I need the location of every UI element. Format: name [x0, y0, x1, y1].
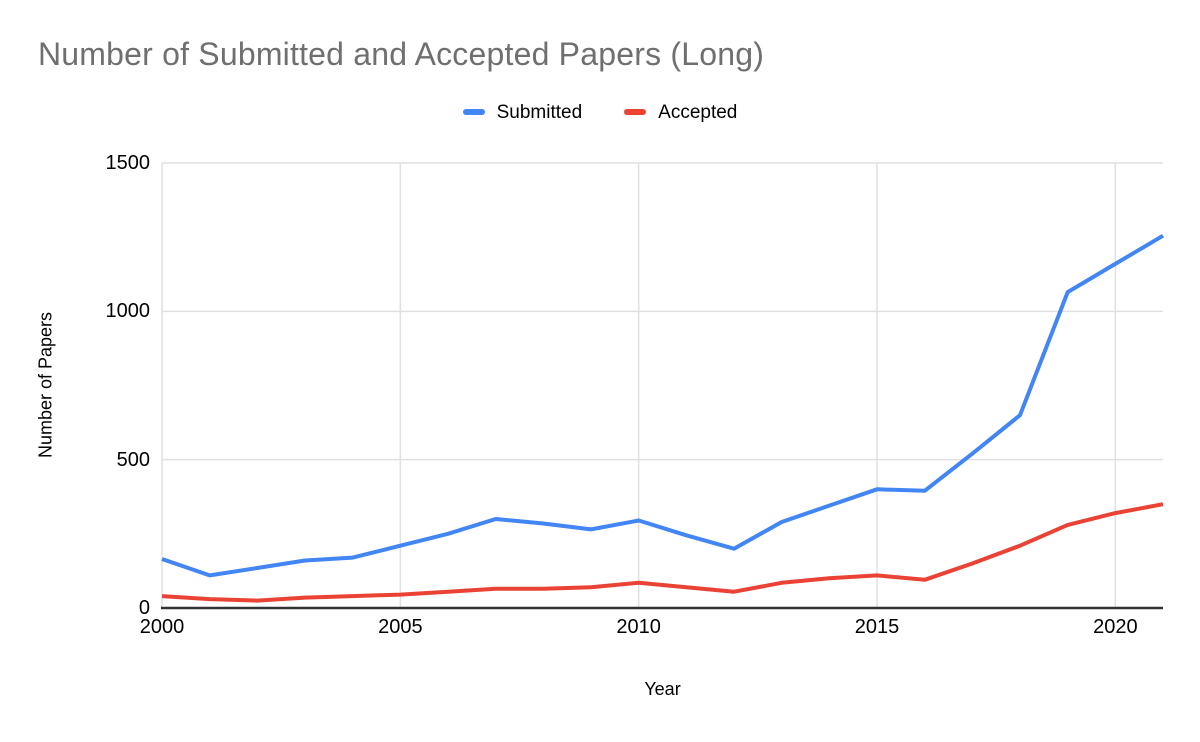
- legend-item-submitted: Submitted: [462, 101, 583, 123]
- x-axis-title: Year: [644, 679, 681, 699]
- legend-label-accepted: Accepted: [658, 101, 738, 123]
- x-tick-label-2020: 2020: [1093, 616, 1138, 638]
- y-axis-title: Number of Papers: [35, 311, 56, 459]
- chart-title: Number of Submitted and Accepted Papers …: [38, 36, 765, 72]
- y-tick-label-0: 0: [138, 597, 150, 619]
- x-tick-label-2015: 2015: [854, 616, 900, 638]
- legend-item-accepted: Accepted: [624, 103, 737, 122]
- series-line-accepted: [161, 502, 1164, 603]
- y-tick-label-1000: 1000: [105, 300, 151, 323]
- legend-label-submitted: Submitted: [496, 101, 583, 123]
- legend: Submitted Accepted: [0, 99, 1200, 125]
- x-tick-label-2000: 2000: [139, 616, 185, 638]
- legend-swatch-submitted: [462, 109, 485, 115]
- y-tick-label-1500: 1500: [105, 152, 151, 174]
- series-line-submitted: [161, 233, 1165, 578]
- legend-swatch-accepted: [624, 109, 647, 115]
- x-tick-label-2005: 2005: [378, 616, 423, 638]
- y-tick-label-500: 500: [116, 448, 150, 471]
- x-tick-label-2010: 2010: [616, 616, 661, 638]
